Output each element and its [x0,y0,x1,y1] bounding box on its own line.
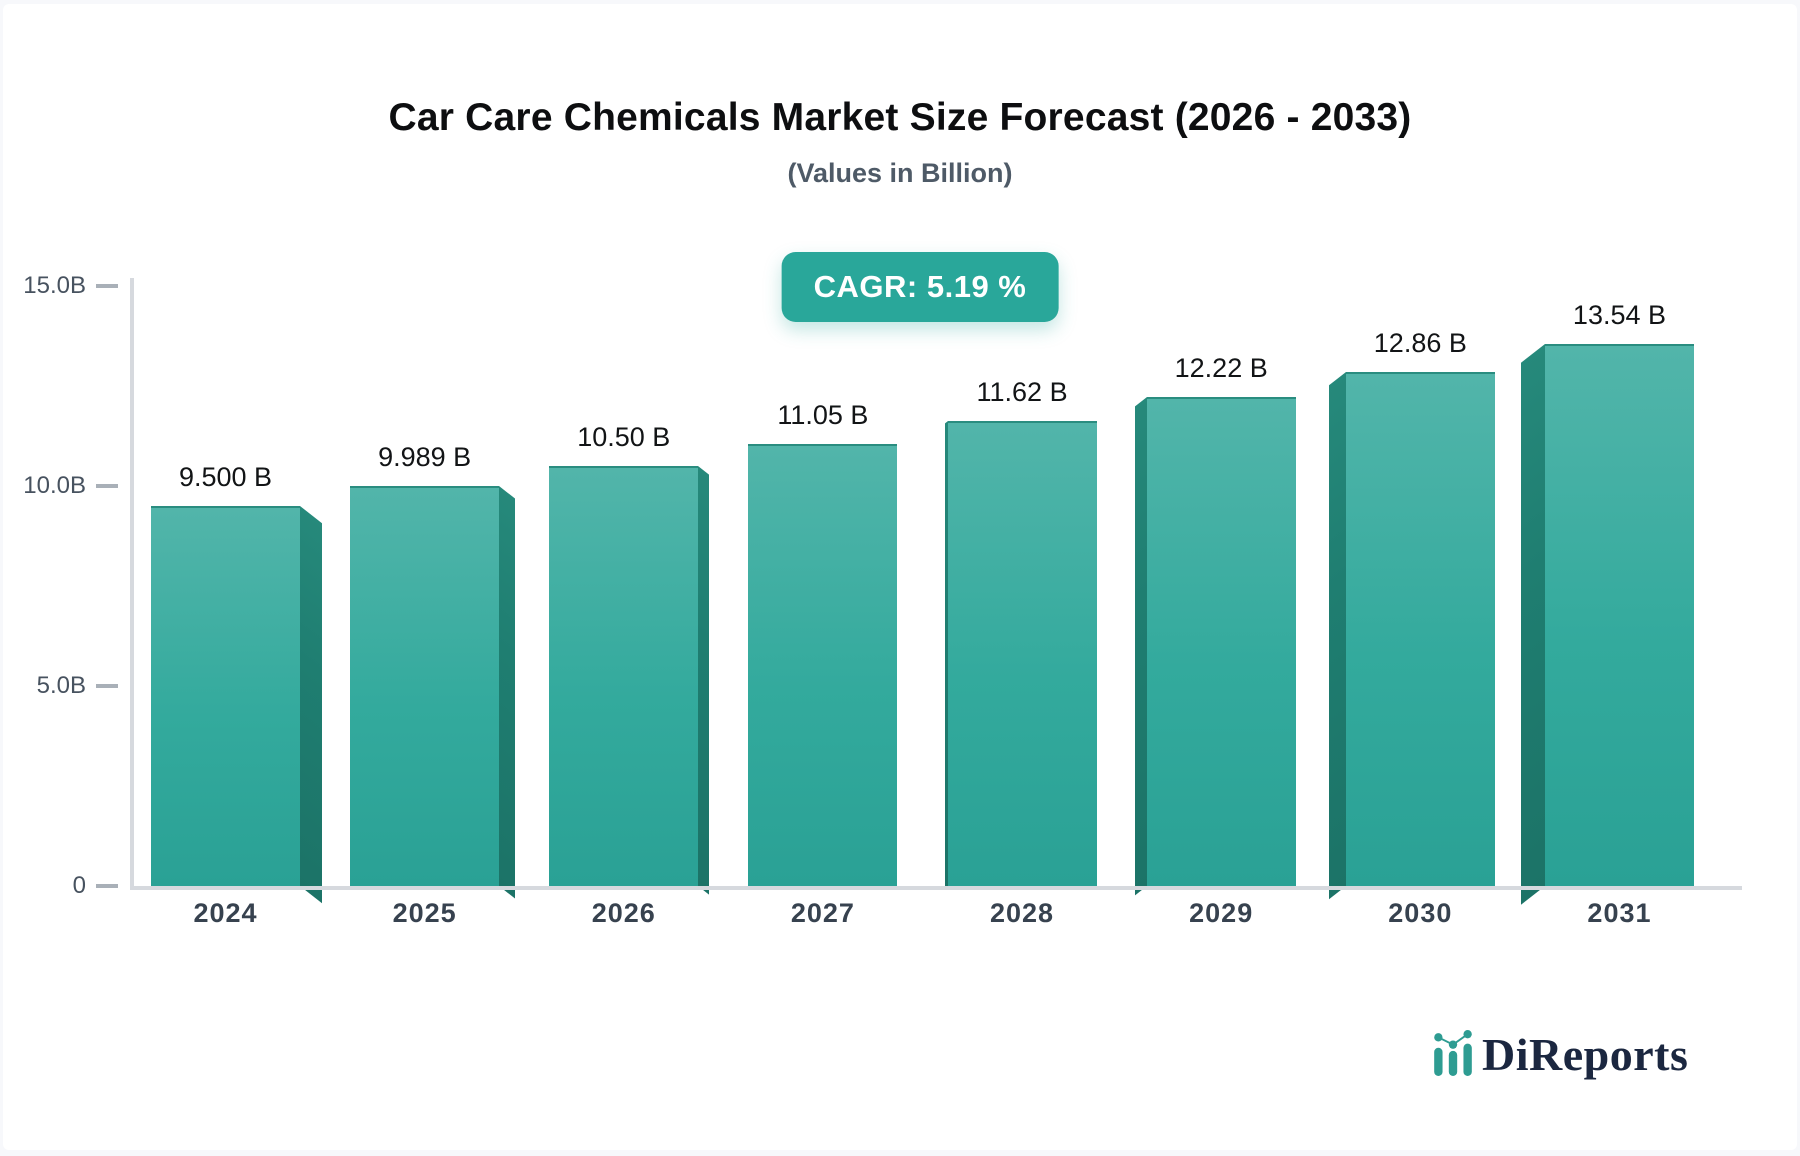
bar-3d-side-2026 [698,466,710,895]
brand-logo-text: DiReports [1482,1028,1689,1080]
y-tick-label: 15.0B [23,272,86,299]
bar-2027 [748,444,898,886]
bar-value-label-2030: 12.86 B [1373,327,1467,358]
y-tick-label: 10.0B [23,472,86,499]
x-axis-line [130,886,1742,890]
cagr-badge: CAGR: 5.19 % [781,252,1059,322]
x-category-label-2026: 2026 [591,898,656,928]
x-category-label-2027: 2027 [790,898,855,928]
bar-2026 [549,466,699,886]
bar-3d-side-2029 [1134,397,1147,896]
y-tick-mark [96,484,118,488]
bar-value-label-2027: 11.05 B [777,400,869,430]
y-tick-label: 5.0B [36,672,86,699]
bar-value-label-2031: 13.54 B [1572,300,1666,331]
y-axis-line [130,278,134,888]
bar-2029 [1146,397,1296,886]
chart-title: Car Care Chemicals Market Size Forecast … [388,96,1412,139]
bar-3d-side-2030 [1328,371,1346,900]
bar-2031 [1544,344,1694,886]
chart-subtitle: (Values in Billion) [787,158,1013,188]
bar-value-label-2028: 11.62 B [976,377,1068,408]
y-tick-mark [96,684,118,688]
bar-3d-side-2025 [499,486,516,899]
bar-3d-side-2031 [1520,344,1545,905]
bar-value-label-2026: 10.50 B [577,422,671,452]
bar-value-label-2024: 9.500 B [178,462,273,492]
bar-2030 [1345,371,1495,886]
mini-bar-chart-logo-icon [1434,1030,1472,1076]
bar-2028 [947,421,1097,886]
y-tick-mark [96,284,118,288]
x-category-label-2030: 2030 [1388,898,1453,928]
bar-value-label-2029: 12.22 B [1174,353,1268,384]
y-tick-mark [96,884,118,888]
y-tick-label: 0 [72,872,86,899]
bar-3d-side-2024 [300,506,322,904]
x-category-label-2028: 2028 [990,898,1055,928]
brand-logo: DiReports [1432,1028,1689,1080]
bar-value-label-2025: 9.989 B [378,442,472,473]
x-category-label-2031: 2031 [1587,898,1652,928]
x-category-label-2024: 2024 [193,898,258,928]
x-category-label-2025: 2025 [392,898,457,928]
bar-2024 [151,506,300,886]
x-category-label-2029: 2029 [1189,898,1254,928]
bar-2025 [350,486,500,886]
